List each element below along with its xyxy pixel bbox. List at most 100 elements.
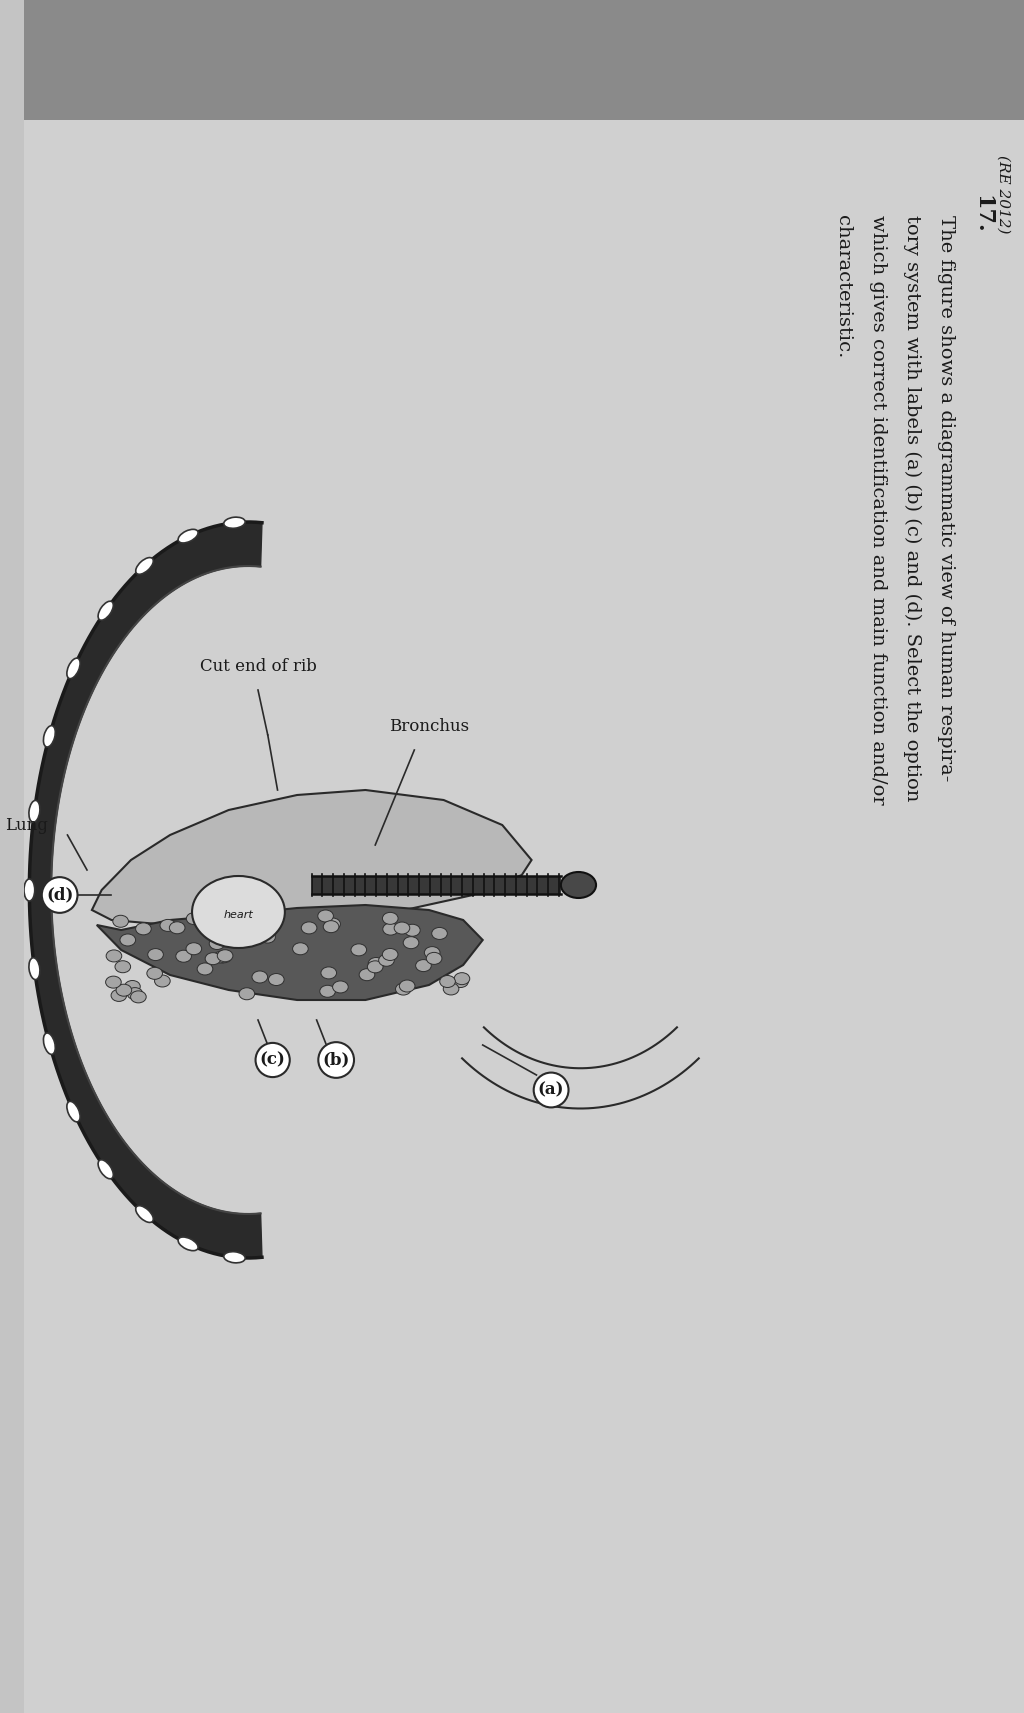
- Ellipse shape: [214, 915, 229, 927]
- Ellipse shape: [382, 949, 398, 961]
- Ellipse shape: [453, 975, 468, 987]
- Ellipse shape: [186, 942, 202, 954]
- Ellipse shape: [359, 968, 375, 982]
- Ellipse shape: [404, 925, 420, 937]
- Ellipse shape: [432, 927, 447, 939]
- Text: heart: heart: [223, 910, 253, 920]
- Ellipse shape: [239, 988, 255, 1000]
- Ellipse shape: [301, 922, 316, 934]
- Ellipse shape: [131, 990, 146, 1002]
- Ellipse shape: [106, 951, 122, 963]
- Text: (b): (b): [323, 1052, 350, 1069]
- Ellipse shape: [561, 872, 596, 898]
- Ellipse shape: [198, 963, 213, 975]
- Ellipse shape: [216, 934, 231, 946]
- Ellipse shape: [209, 937, 225, 949]
- Ellipse shape: [252, 971, 267, 983]
- Ellipse shape: [321, 966, 337, 978]
- Ellipse shape: [29, 958, 40, 980]
- Ellipse shape: [368, 961, 383, 973]
- Ellipse shape: [136, 557, 154, 574]
- Ellipse shape: [216, 951, 232, 963]
- Ellipse shape: [67, 658, 80, 678]
- Ellipse shape: [394, 922, 410, 934]
- Ellipse shape: [454, 973, 470, 985]
- Ellipse shape: [120, 934, 135, 946]
- Ellipse shape: [127, 988, 142, 1000]
- Polygon shape: [30, 522, 262, 1257]
- Ellipse shape: [260, 932, 275, 944]
- Ellipse shape: [383, 923, 398, 935]
- Ellipse shape: [224, 1252, 245, 1262]
- Polygon shape: [92, 790, 531, 925]
- Ellipse shape: [218, 915, 234, 927]
- Ellipse shape: [351, 944, 367, 956]
- Text: which gives correct identification and main function and/or: which gives correct identification and m…: [868, 216, 887, 805]
- Ellipse shape: [317, 910, 334, 922]
- Ellipse shape: [293, 942, 308, 954]
- Ellipse shape: [395, 983, 412, 995]
- Ellipse shape: [146, 968, 163, 980]
- Bar: [24, 0, 1024, 120]
- Ellipse shape: [333, 982, 348, 994]
- Polygon shape: [97, 904, 482, 1000]
- Text: Bronchus: Bronchus: [389, 718, 469, 735]
- Ellipse shape: [178, 529, 198, 543]
- Ellipse shape: [369, 958, 384, 970]
- Ellipse shape: [29, 800, 40, 822]
- Ellipse shape: [416, 959, 431, 971]
- Text: Lung: Lung: [5, 817, 48, 834]
- Ellipse shape: [98, 601, 114, 620]
- Ellipse shape: [125, 980, 140, 992]
- Text: (a): (a): [538, 1081, 564, 1098]
- Ellipse shape: [193, 875, 285, 947]
- Ellipse shape: [160, 920, 176, 932]
- Ellipse shape: [424, 947, 440, 959]
- Ellipse shape: [224, 517, 245, 528]
- Text: (d): (d): [46, 887, 74, 903]
- Ellipse shape: [379, 954, 394, 966]
- Ellipse shape: [324, 920, 339, 932]
- Ellipse shape: [208, 920, 224, 932]
- Bar: [311, 875, 561, 894]
- Ellipse shape: [205, 952, 221, 964]
- Text: Cut end of rib: Cut end of rib: [200, 658, 316, 675]
- Ellipse shape: [426, 952, 442, 964]
- Ellipse shape: [439, 975, 456, 987]
- Ellipse shape: [319, 985, 336, 997]
- Ellipse shape: [186, 913, 202, 925]
- Ellipse shape: [443, 983, 459, 995]
- Ellipse shape: [244, 930, 260, 942]
- Ellipse shape: [403, 937, 419, 949]
- Ellipse shape: [98, 1160, 114, 1179]
- Ellipse shape: [111, 990, 127, 1002]
- Text: (c): (c): [260, 1052, 286, 1069]
- Ellipse shape: [115, 961, 131, 973]
- Text: characteristic.: characteristic.: [835, 216, 852, 358]
- Ellipse shape: [399, 980, 415, 992]
- Ellipse shape: [214, 951, 229, 963]
- Ellipse shape: [116, 985, 132, 997]
- Text: tory system with labels (a) (b) (c) and (d). Select the option: tory system with labels (a) (b) (c) and …: [903, 216, 922, 802]
- Ellipse shape: [147, 949, 164, 961]
- Ellipse shape: [24, 879, 35, 901]
- Ellipse shape: [233, 916, 249, 928]
- Ellipse shape: [169, 922, 185, 934]
- Text: 17.: 17.: [971, 195, 993, 233]
- Ellipse shape: [325, 918, 340, 930]
- Ellipse shape: [217, 949, 232, 961]
- Ellipse shape: [176, 951, 191, 963]
- Ellipse shape: [382, 913, 398, 925]
- Ellipse shape: [113, 915, 128, 927]
- Text: (RE 2012): (RE 2012): [996, 154, 1011, 233]
- Ellipse shape: [223, 911, 239, 923]
- Ellipse shape: [105, 976, 121, 988]
- Ellipse shape: [268, 973, 284, 985]
- Text: The figure shows a diagrammatic view of human respira-: The figure shows a diagrammatic view of …: [937, 216, 955, 781]
- Ellipse shape: [67, 1101, 80, 1122]
- Ellipse shape: [155, 975, 170, 987]
- Ellipse shape: [43, 726, 55, 747]
- Ellipse shape: [135, 923, 152, 935]
- Ellipse shape: [178, 1237, 198, 1250]
- Ellipse shape: [136, 1206, 154, 1223]
